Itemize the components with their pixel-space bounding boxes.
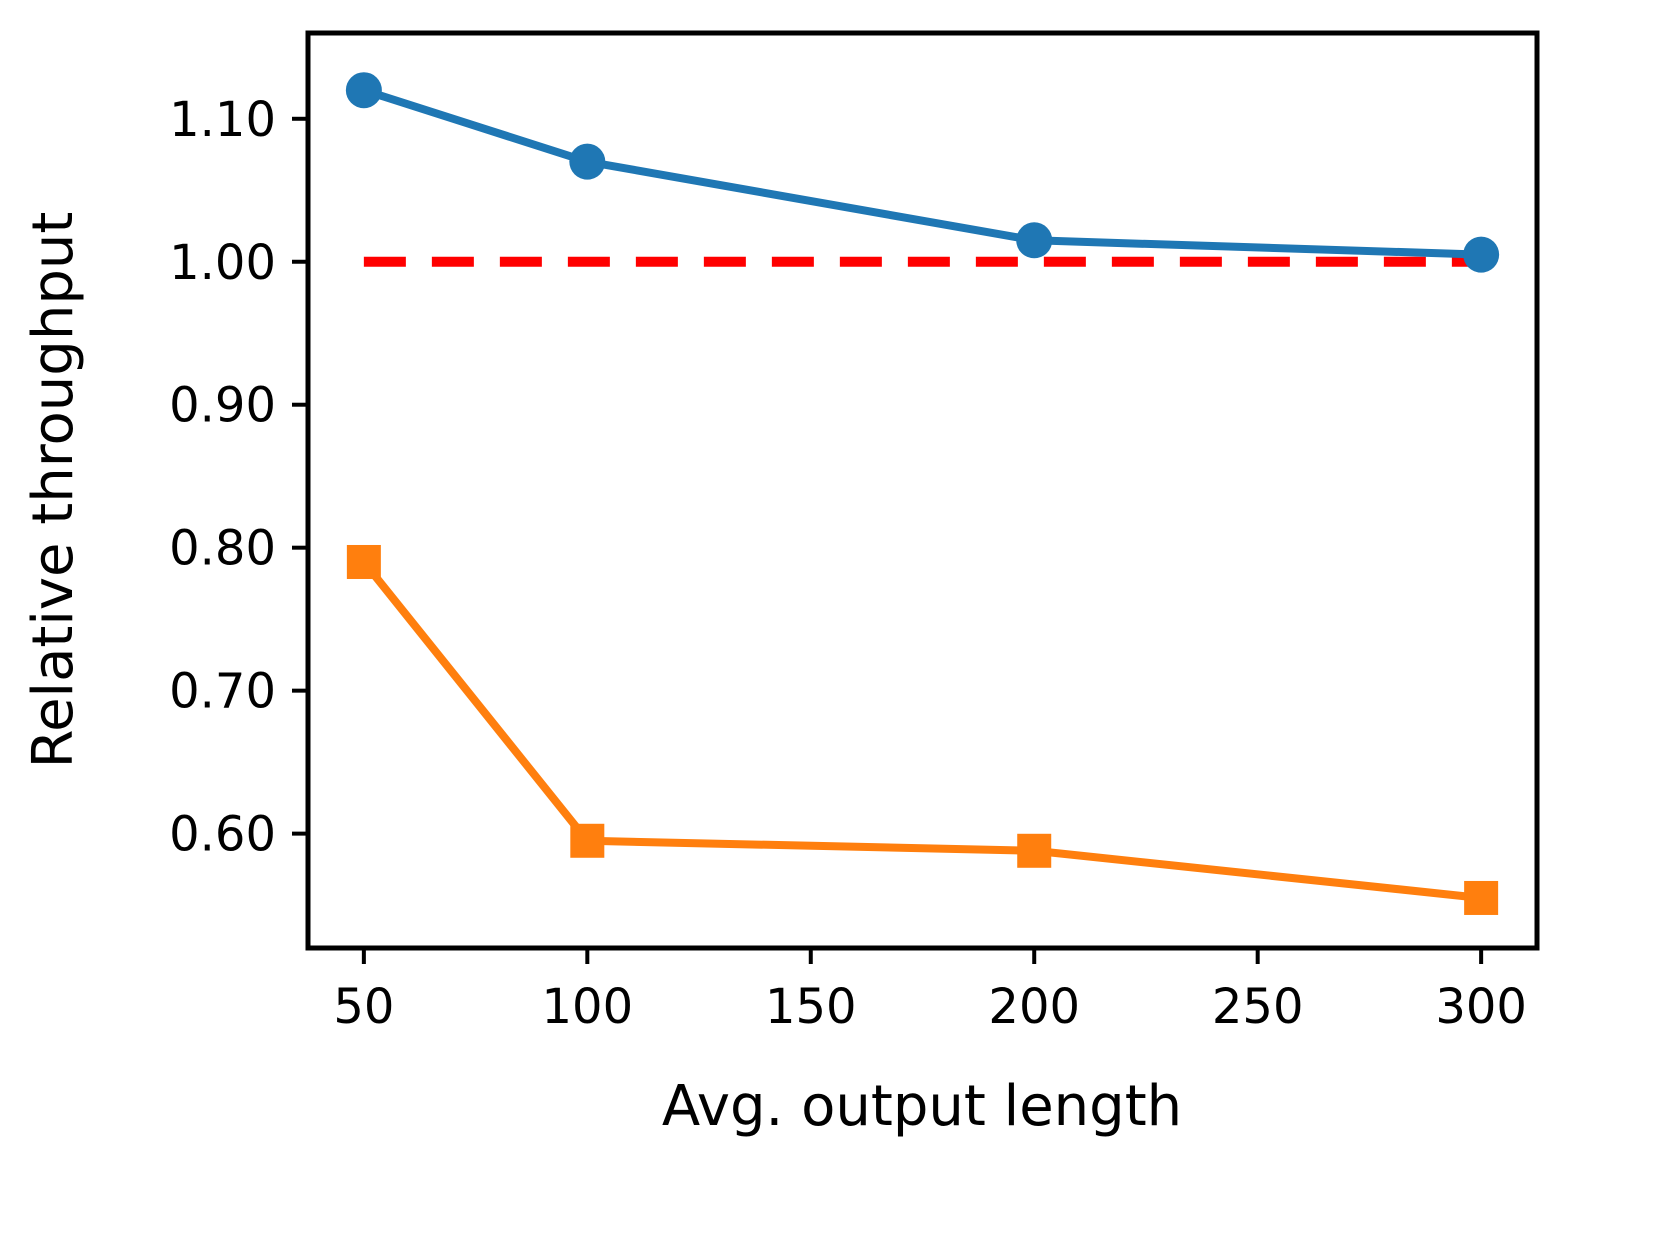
- orange-series-line: [359, 557, 1486, 902]
- blue-series-point: [569, 143, 606, 180]
- x-tick-label: 250: [1212, 979, 1304, 1035]
- plot-area: 50 100 150 200 250 300 0.60 0.70 0.80 0.90 1.00 1.1…: [169, 30, 1540, 1035]
- plot-border: [305, 30, 1540, 951]
- y-tick-label: 1.10: [169, 92, 276, 148]
- x-tick-label: 300: [1435, 979, 1527, 1035]
- y-tick-label: 1.00: [169, 235, 276, 291]
- orange-series-point: [570, 823, 605, 858]
- blue-series-point: [1463, 236, 1500, 273]
- y-tick-label: 0.80: [169, 521, 276, 577]
- y-tick-label: 0.60: [169, 807, 276, 863]
- y-tick-label: 0.70: [169, 664, 276, 720]
- orange-series-point: [346, 544, 381, 579]
- x-tick-label: 200: [988, 979, 1080, 1035]
- orange-series-point: [1017, 833, 1052, 868]
- blue-series-line: [359, 86, 1486, 259]
- blue-series-point: [345, 72, 382, 109]
- x-tick-label: 100: [542, 979, 634, 1035]
- y-axis-label: Relative throughput: [21, 212, 86, 769]
- orange-series-point: [1464, 880, 1499, 915]
- x-tick-label: 150: [765, 979, 857, 1035]
- x-axis-label: Avg. output length: [662, 1074, 1182, 1139]
- blue-series-point: [1016, 222, 1053, 259]
- y-tick-label: 0.90: [169, 378, 276, 434]
- x-tick-label: 50: [333, 979, 394, 1035]
